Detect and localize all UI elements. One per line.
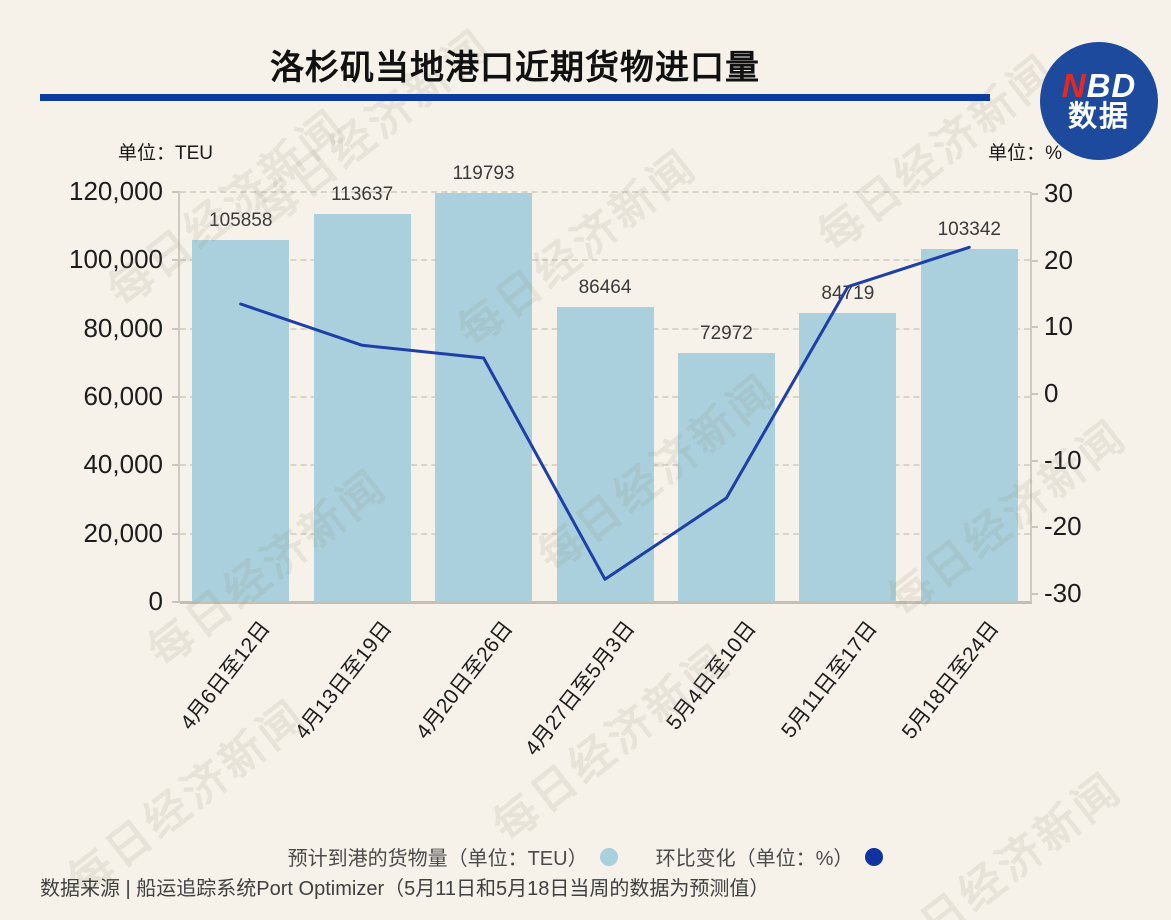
bar-value-label: 103342: [937, 218, 1001, 240]
left-axis-tick-mark: [172, 601, 180, 603]
chart-title: 洛杉矶当地港口近期货物进口量: [270, 49, 760, 87]
right-axis-tick-label: 30: [1044, 178, 1073, 208]
data-source-note: 数据来源 | 船运追踪系统Port Optimizer（5月11日和5月18日当…: [40, 878, 770, 900]
right-axis-tick-label: -10: [1044, 444, 1082, 475]
right-axis-tick-label: 10: [1044, 311, 1073, 342]
right-axis-tick-mark: [1030, 193, 1038, 195]
bar: [920, 248, 1018, 602]
change-line-path: [239, 245, 971, 581]
right-axis-tick-mark: [1030, 393, 1038, 395]
bar: [556, 306, 654, 602]
gridline: [180, 191, 1030, 193]
left-axis-tick-label: 40,000: [83, 449, 163, 480]
right-axis-unit-label: 单位：%: [988, 143, 1062, 164]
nbd-logo-letter-n: N: [1061, 67, 1087, 105]
legend-item-change: 环比变化（单位：%）: [656, 842, 884, 871]
legend-dot-change: [865, 847, 884, 866]
left-axis-tick-mark: [172, 327, 180, 330]
right-axis-tick-label: -20: [1044, 511, 1082, 542]
bar-value-label: 119793: [452, 162, 515, 184]
right-axis-line: [1030, 192, 1032, 602]
legend-label-change: 环比变化（单位：%）: [655, 848, 854, 870]
right-axis-tick-label: -30: [1044, 578, 1082, 608]
bar-value-label: 86464: [578, 276, 632, 298]
left-axis-tick-mark: [172, 191, 180, 193]
right-axis-tick-mark: [1030, 259, 1038, 262]
left-axis-tick-label: 60,000: [83, 381, 163, 411]
left-axis-line: [178, 192, 180, 602]
left-axis-tick-label: 80,000: [83, 312, 163, 343]
bar: [799, 312, 897, 602]
legend-item-volume: 预计到港的货物量（单位：TEU）: [288, 842, 618, 871]
x-axis-line: [180, 601, 1032, 604]
gridline: [180, 259, 1030, 262]
right-axis-tick-mark: [1030, 526, 1038, 529]
bar-value-label: 105858: [209, 210, 273, 232]
nbd-logo-text: NBD: [1062, 69, 1137, 103]
right-axis-tick-label: 20: [1044, 244, 1073, 275]
legend-dot-volume: [599, 847, 618, 866]
left-axis-tick-mark: [172, 396, 180, 398]
right-axis-tick-label: 0: [1044, 378, 1059, 408]
nbd-logo: NBD 数据: [1040, 42, 1158, 160]
bar: [435, 192, 533, 602]
bar: [677, 352, 775, 602]
title-underline-bar: [40, 94, 990, 101]
left-axis-tick-label: 100,000: [69, 244, 163, 275]
left-axis-tick-label: 20,000: [83, 517, 163, 548]
bar-value-label: 72972: [700, 322, 753, 344]
left-axis-unit-label: 单位：TEU: [118, 143, 214, 164]
right-axis-tick-mark: [1030, 459, 1038, 462]
left-axis-tick-label: 0: [148, 586, 163, 616]
right-axis-tick-mark: [1030, 593, 1038, 595]
nbd-logo-caption: 数据: [1067, 101, 1130, 134]
left-axis-tick-mark: [172, 532, 180, 535]
bar: [313, 213, 411, 602]
left-axis-tick-label: 120,000: [69, 176, 163, 206]
legend-label-volume: 预计到港的货物量（单位：TEU）: [287, 848, 588, 870]
bar-value-label: 113637: [331, 183, 394, 205]
nbd-logo-letters-bd: BD: [1086, 67, 1137, 105]
left-axis-tick-mark: [172, 464, 180, 467]
left-axis-tick-mark: [172, 259, 180, 262]
bar-value-label: 84719: [821, 282, 875, 304]
bar: [192, 240, 290, 602]
right-axis-tick-mark: [1030, 326, 1038, 329]
legend: 预计到港的货物量（单位：TEU） 环比变化（单位：%）: [0, 842, 1171, 871]
